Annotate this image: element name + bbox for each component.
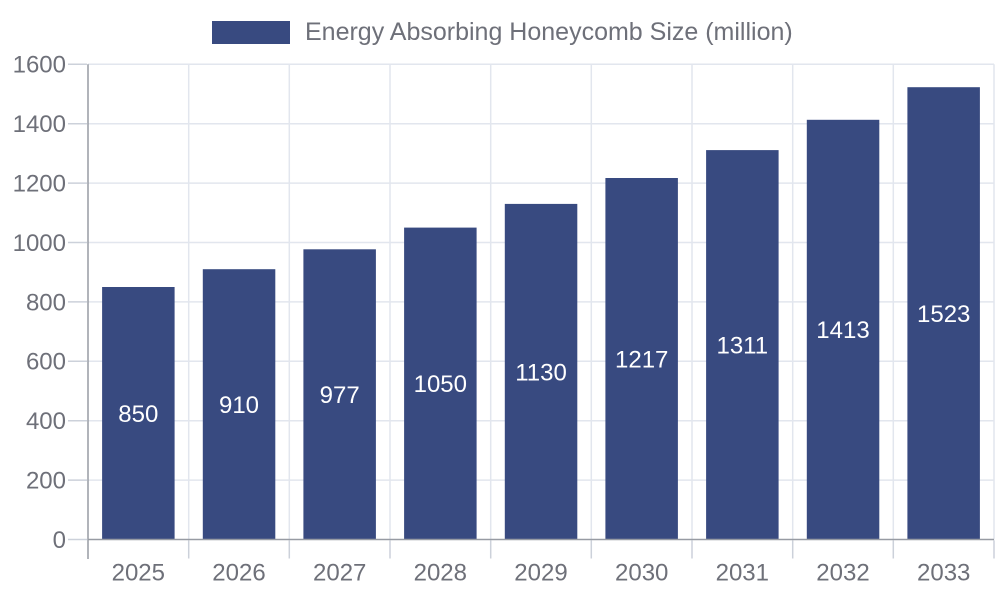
svg-text:2027: 2027	[313, 559, 366, 586]
svg-text:1413: 1413	[816, 317, 869, 344]
svg-text:2026: 2026	[212, 559, 265, 586]
svg-text:1600: 1600	[13, 52, 66, 79]
svg-text:2033: 2033	[917, 559, 970, 586]
svg-text:1130: 1130	[515, 359, 567, 386]
svg-text:2030: 2030	[615, 559, 668, 586]
svg-text:2028: 2028	[414, 559, 467, 586]
svg-text:800: 800	[26, 289, 66, 316]
svg-text:2029: 2029	[514, 559, 567, 586]
svg-text:2032: 2032	[816, 559, 869, 586]
svg-text:1311: 1311	[716, 332, 768, 359]
svg-text:2025: 2025	[112, 559, 165, 586]
svg-text:200: 200	[26, 468, 66, 495]
svg-text:2031: 2031	[716, 559, 769, 586]
svg-text:0: 0	[53, 527, 66, 554]
svg-text:1523: 1523	[917, 301, 970, 328]
svg-text:1400: 1400	[13, 111, 66, 138]
svg-text:Energy Absorbing Honeycomb Siz: Energy Absorbing Honeycomb Size (million…	[305, 18, 793, 46]
svg-text:1050: 1050	[414, 371, 467, 398]
svg-text:910: 910	[219, 392, 259, 419]
svg-text:600: 600	[26, 349, 66, 376]
svg-text:850: 850	[118, 401, 158, 428]
svg-text:400: 400	[26, 408, 66, 435]
svg-text:1000: 1000	[13, 230, 66, 257]
svg-text:1200: 1200	[13, 171, 66, 198]
svg-text:1217: 1217	[615, 346, 668, 373]
svg-text:977: 977	[320, 382, 360, 409]
